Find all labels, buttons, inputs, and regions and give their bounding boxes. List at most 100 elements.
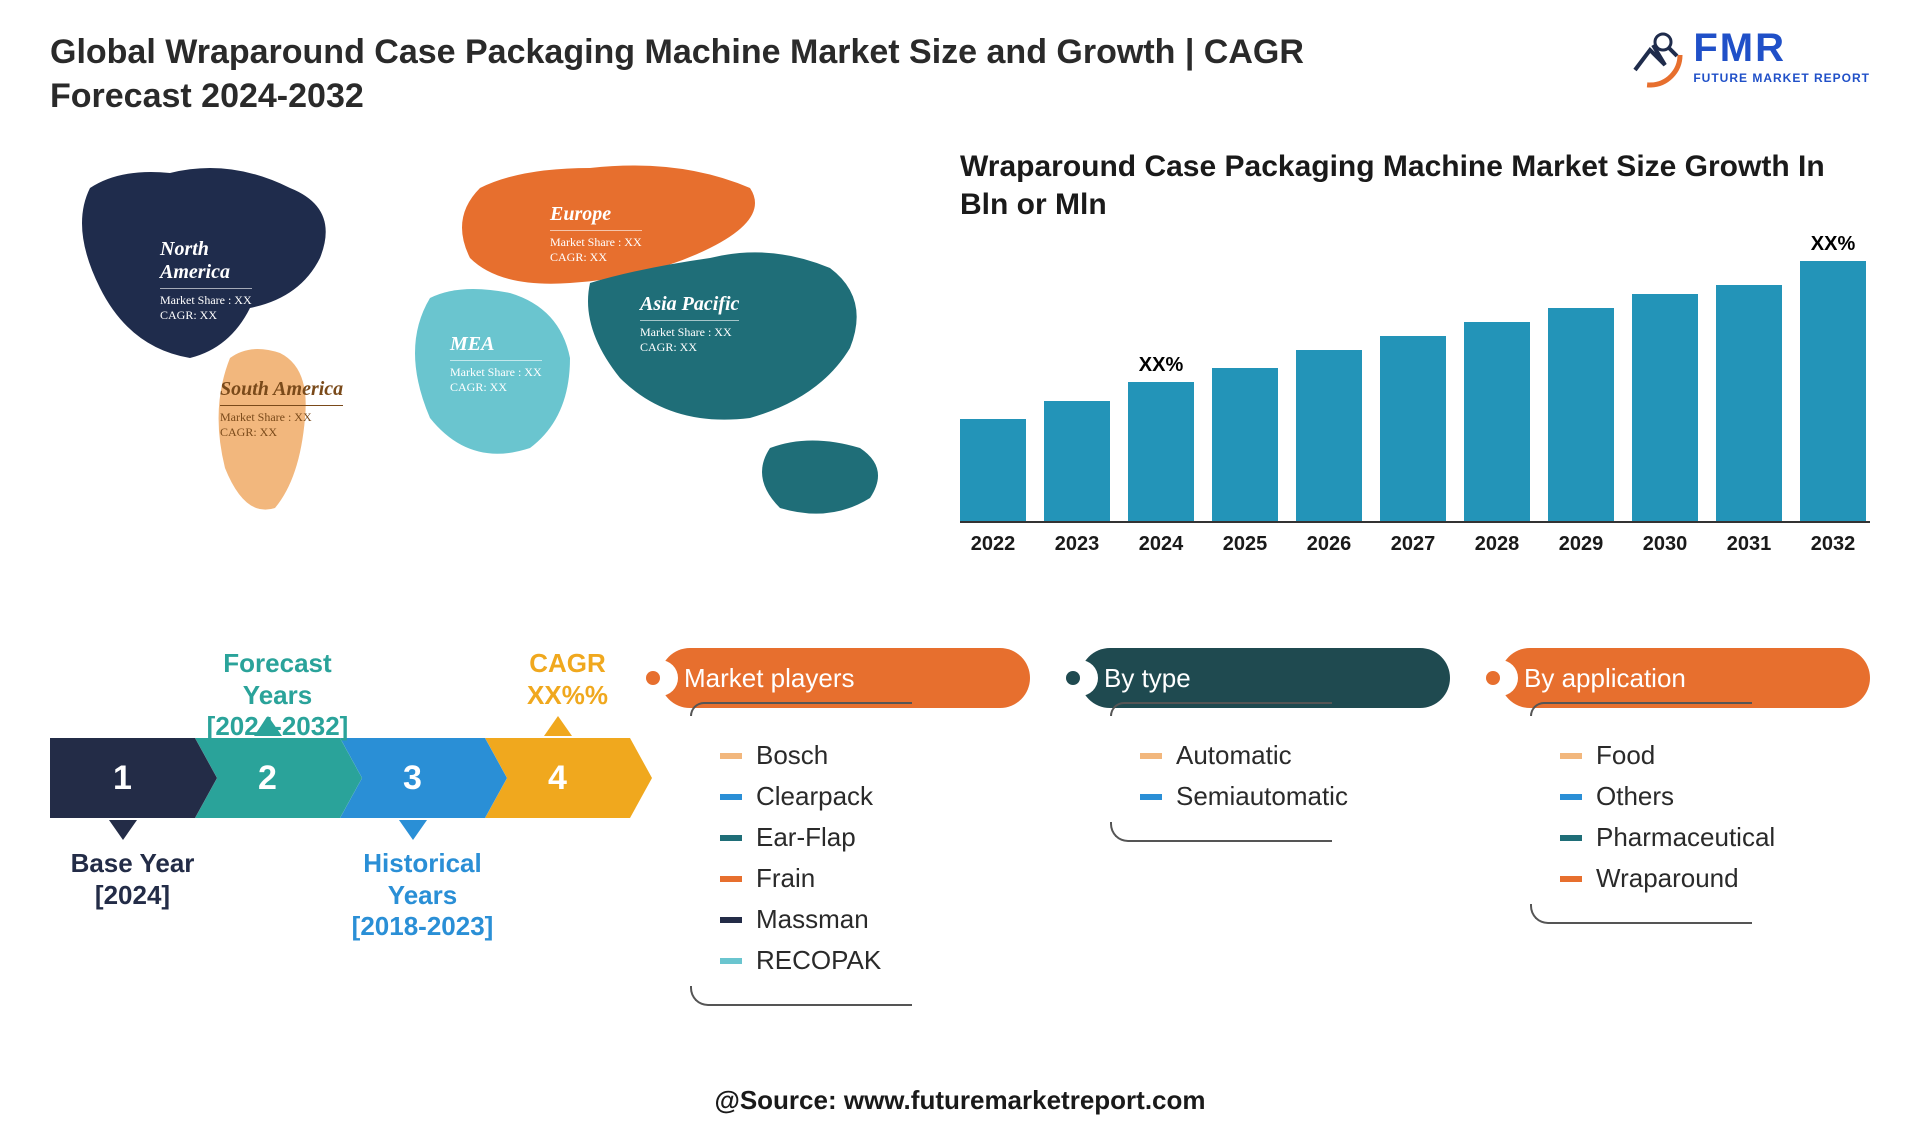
timeline-pointer-icon	[109, 820, 137, 840]
bar-column: 2022	[960, 419, 1026, 521]
swatch-icon	[1140, 753, 1162, 759]
bar-label: 2023	[1055, 533, 1100, 556]
timeline-pointer-icon	[544, 716, 572, 736]
category-header: Market players	[660, 648, 1030, 708]
logo-icon	[1615, 20, 1685, 90]
category-item-label: Massman	[756, 904, 869, 935]
category-item-label: Automatic	[1176, 740, 1292, 771]
bar-label: 2031	[1727, 533, 1772, 556]
timeline-label: CAGR XX%%	[478, 648, 658, 710]
category-item-label: Bosch	[756, 740, 828, 771]
category-item: Pharmaceutical	[1560, 822, 1870, 853]
category-header: By type	[1080, 648, 1450, 708]
region-label-mea: MEA Market Share : XX CAGR: XX	[450, 333, 542, 395]
region-label-na: North America Market Share : XX CAGR: XX	[160, 238, 252, 323]
bar-column: 2025	[1212, 368, 1278, 521]
bar-label: 2024	[1139, 533, 1184, 556]
swatch-icon	[720, 835, 742, 841]
timeline-pointer-icon	[399, 820, 427, 840]
swatch-icon	[1560, 835, 1582, 841]
bar	[1212, 368, 1278, 521]
category-item: Others	[1560, 781, 1870, 812]
bar	[1464, 322, 1530, 522]
category-item: Automatic	[1140, 740, 1450, 771]
map-region-au	[762, 441, 878, 514]
bar-annotation: XX%	[1139, 354, 1183, 377]
timeline-step: 1	[50, 738, 195, 818]
timeline-pointer-icon	[254, 716, 282, 736]
category-item-label: Clearpack	[756, 781, 873, 812]
swatch-icon	[720, 958, 742, 964]
bar-column: 2027	[1380, 336, 1446, 522]
bar-label: 2028	[1475, 533, 1520, 556]
swatch-icon	[720, 876, 742, 882]
bar-column: 2031	[1716, 285, 1782, 522]
category-list: Automatic Semiautomatic	[1140, 740, 1450, 812]
category-item-label: Food	[1596, 740, 1655, 771]
timeline: 1234Base Year [2024]Forecast Years [2024…	[50, 648, 630, 968]
bar	[1044, 401, 1110, 522]
category-header: By application	[1500, 648, 1870, 708]
swatch-icon	[720, 917, 742, 923]
timeline-label: Base Year [2024]	[43, 848, 223, 910]
bar-column: 2026	[1296, 350, 1362, 522]
category-dot-icon	[1482, 660, 1518, 696]
swatch-icon	[720, 753, 742, 759]
world-map: North America Market Share : XX CAGR: XX…	[50, 148, 920, 528]
category-list: Bosch Clearpack Ear-Flap Frain Massman RECOPA…	[720, 740, 1030, 976]
bars-container: 2022 2023 2024XX% 2025 2026 2027 2028 2029 2030 2…	[960, 243, 1870, 523]
bar	[1128, 382, 1194, 521]
bar-label: 2032	[1811, 533, 1856, 556]
bar	[1800, 261, 1866, 521]
bar-column: 2030	[1632, 294, 1698, 522]
category-item: Bosch	[720, 740, 1030, 771]
source-text: @Source: www.futuremarketreport.com	[714, 1085, 1205, 1116]
category-item: Frain	[720, 863, 1030, 894]
bar-label: 2027	[1391, 533, 1436, 556]
category-item: Semiautomatic	[1140, 781, 1450, 812]
category-dot-icon	[1062, 660, 1098, 696]
region-label-eu: Europe Market Share : XX CAGR: XX	[550, 203, 642, 265]
category-dot-icon	[642, 660, 678, 696]
category-item: Massman	[720, 904, 1030, 935]
category-item-label: Frain	[756, 863, 815, 894]
bar-chart: Wraparound Case Packaging Machine Market…	[960, 148, 1870, 528]
category-box: By type Automatic Semiautomatic	[1080, 648, 1450, 1006]
category-box: By application Food Others Pharmaceutical Wr…	[1500, 648, 1870, 1006]
region-label-sa: South America Market Share : XX CAGR: XX	[220, 378, 343, 440]
region-label-ap: Asia Pacific Market Share : XX CAGR: XX	[640, 293, 739, 355]
bar	[1632, 294, 1698, 522]
bar	[1380, 336, 1446, 522]
bar-label: 2022	[971, 533, 1016, 556]
bar-label: 2029	[1559, 533, 1604, 556]
category-item-label: Wraparound	[1596, 863, 1739, 894]
bar-label: 2030	[1643, 533, 1688, 556]
category-item: Wraparound	[1560, 863, 1870, 894]
bar-label: 2025	[1223, 533, 1268, 556]
logo-text-sub: FUTURE MARKET REPORT	[1693, 71, 1870, 85]
category-item: Ear-Flap	[720, 822, 1030, 853]
swatch-icon	[1140, 794, 1162, 800]
bar-column: 2028	[1464, 322, 1530, 522]
category-item-label: Ear-Flap	[756, 822, 856, 853]
timeline-label: Historical Years [2018-2023]	[333, 848, 513, 942]
swatch-icon	[1560, 876, 1582, 882]
chart-title: Wraparound Case Packaging Machine Market…	[960, 148, 1870, 223]
swatch-icon	[1560, 753, 1582, 759]
bar	[1296, 350, 1362, 522]
category-item-label: Pharmaceutical	[1596, 822, 1775, 853]
bar-column: 2023	[1044, 401, 1110, 522]
bar-column: 2024XX%	[1128, 382, 1194, 521]
category-item: RECOPAK	[720, 945, 1030, 976]
category-list: Food Others Pharmaceutical Wraparound	[1560, 740, 1870, 894]
category-item: Clearpack	[720, 781, 1030, 812]
category-item-label: RECOPAK	[756, 945, 881, 976]
category-box: Market players Bosch Clearpack Ear-Flap Frai…	[660, 648, 1030, 1006]
bar-label: 2026	[1307, 533, 1352, 556]
bar-column: 2032XX%	[1800, 261, 1866, 521]
bar	[1716, 285, 1782, 522]
bar-column: 2029	[1548, 308, 1614, 522]
category-item-label: Semiautomatic	[1176, 781, 1348, 812]
swatch-icon	[720, 794, 742, 800]
category-item-label: Others	[1596, 781, 1674, 812]
